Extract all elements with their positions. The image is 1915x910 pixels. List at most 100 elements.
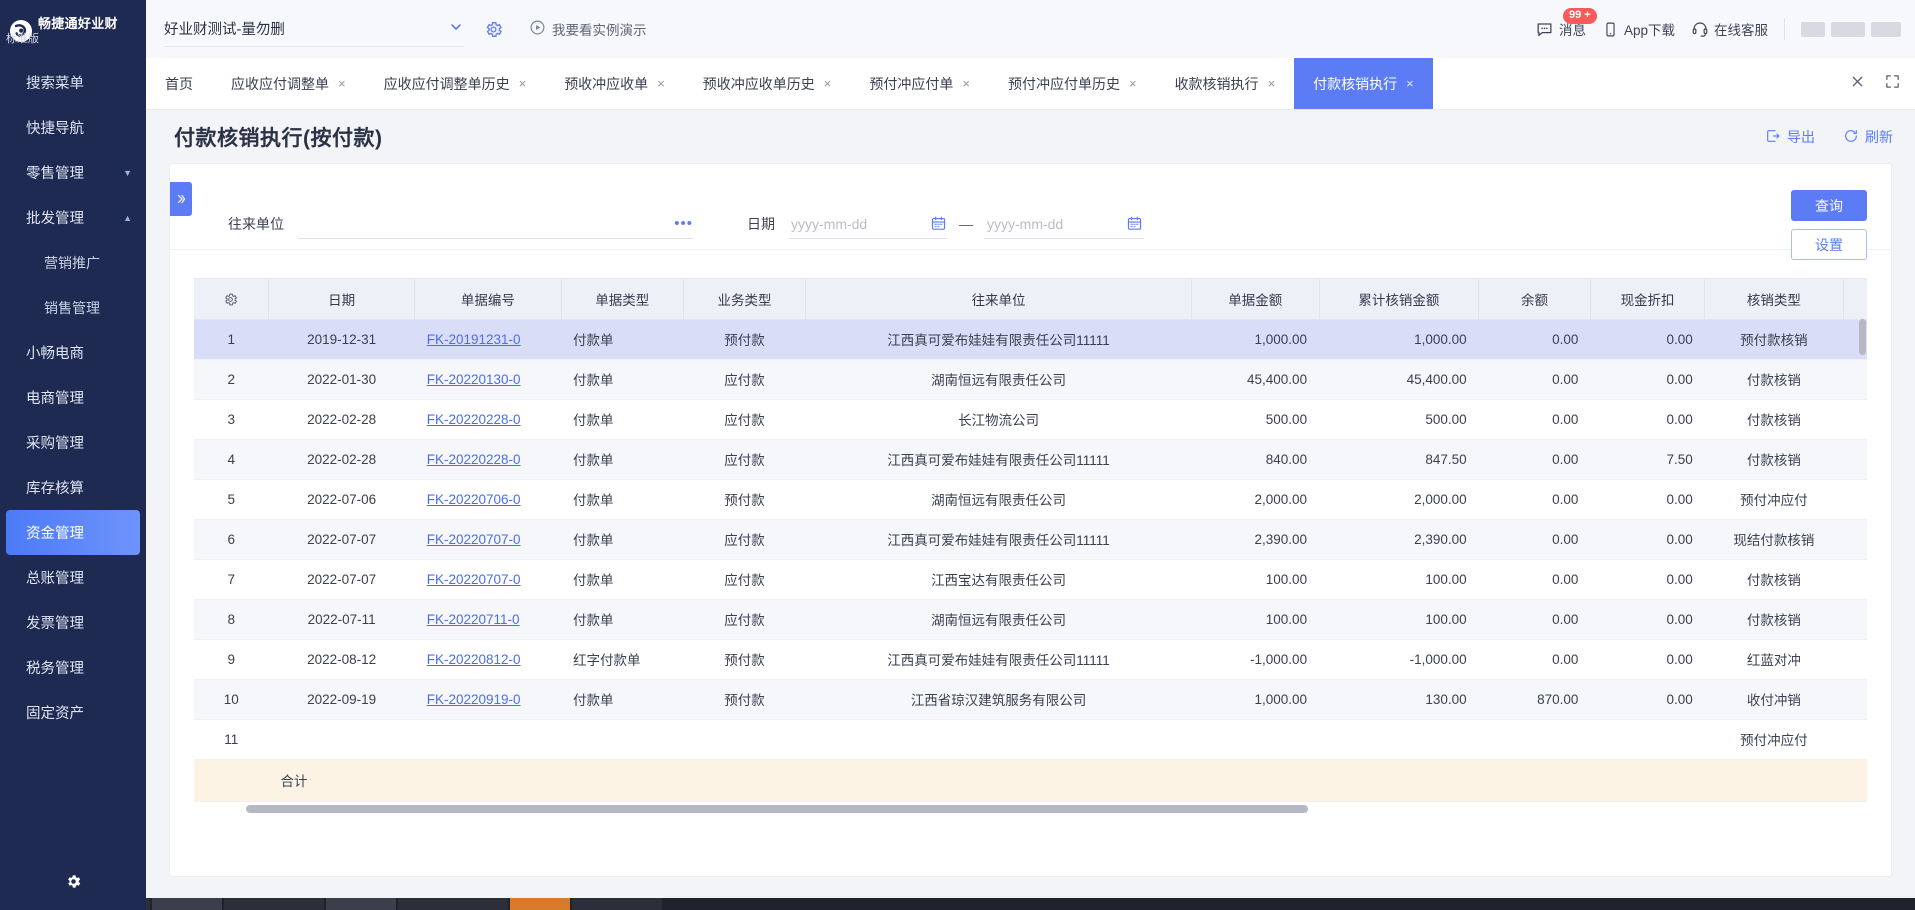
sidebar-item-14[interactable]: 固定资产 [0, 690, 146, 735]
table-row[interactable]: 7 2022-07-07 FK-20220707-0 付款单 应付款 江西宝达有限责任公司… [194, 559, 1867, 600]
app-download-button[interactable]: App下载 [1602, 19, 1675, 39]
tab-6[interactable]: 预付冲应付单历史 × [989, 58, 1156, 109]
column-header-balance[interactable]: 余额 [1478, 279, 1591, 320]
cell-idx: 5 [194, 479, 269, 520]
column-settings-button[interactable] [194, 279, 269, 320]
close-icon[interactable] [1849, 73, 1866, 94]
sidebar-item-8[interactable]: 采购管理 [0, 420, 146, 465]
date-from-field[interactable] [789, 209, 947, 239]
table-row[interactable]: 1 2019-12-31 FK-20191231-0 付款单 预付款 江西真可爱布娃娃有限… [194, 319, 1867, 360]
sidebar-settings-button[interactable] [0, 858, 146, 910]
table-row[interactable]: 8 2022-07-11 FK-20220711-0 付款单 应付款 湖南恒远有限责任公司… [194, 599, 1867, 640]
demo-link[interactable]: 我要看实例演示 [529, 19, 647, 39]
table-row[interactable]: 5 2022-07-06 FK-20220706-0 付款单 预付款 湖南恒远有限责任公司… [194, 479, 1867, 520]
unit-filter-field[interactable]: ••• [298, 209, 693, 239]
settings-button[interactable]: 设置 [1791, 229, 1867, 260]
tab-close-icon[interactable]: × [1267, 76, 1276, 91]
doc-no-link[interactable]: FK-20220711-0 [426, 611, 520, 627]
column-header-doc-type[interactable]: 单据类型 [561, 279, 684, 320]
brand[interactable]: 畅捷通好业财 标准版 [0, 0, 146, 58]
tab-close-icon[interactable]: × [518, 76, 527, 91]
table-row[interactable]: 11预付冲应付进货单2022-09- [194, 719, 1867, 760]
column-header-unit[interactable]: 往来单位 [805, 279, 1192, 320]
doc-no-link[interactable]: FK-20220228-0 [426, 451, 521, 467]
tab-close-icon[interactable]: × [1406, 76, 1414, 91]
sidebar-item-9[interactable]: 库存核算 [0, 465, 146, 510]
doc-no-link[interactable]: FK-20220812-0 [426, 651, 521, 667]
tab-close-icon[interactable]: × [338, 76, 346, 91]
table-row[interactable]: 2 2022-01-30 FK-20220130-0 付款单 应付款 湖南恒远有限责任公司… [194, 359, 1867, 400]
tab-close-icon[interactable]: × [1128, 76, 1137, 91]
messages-button[interactable]: 消息 99 + [1535, 8, 1597, 39]
doc-no-link[interactable]: FK-20220707-0 [426, 531, 521, 547]
date-to-field[interactable] [985, 209, 1143, 239]
tab-0[interactable]: 首页 [146, 58, 212, 109]
tab-8[interactable]: 付款核销执行 × [1294, 58, 1433, 109]
column-header-verify-type[interactable]: 核销类型 [1704, 279, 1844, 320]
table-row[interactable]: 6 2022-07-07 FK-20220707-0 付款单 应付款 江西真可爱布娃娃有限… [194, 519, 1867, 560]
sidebar-item-2[interactable]: 零售管理 ▼ [0, 150, 146, 195]
table-row[interactable]: 3 2022-02-28 FK-20220228-0 付款单 应付款 长江物流公司 500.… [194, 399, 1867, 440]
sidebar-item-1[interactable]: 快捷导航 [0, 105, 146, 150]
table-row[interactable]: 9 2022-08-12 FK-20220812-0 红字付款单 预付款 江西真可爱布娃娃… [194, 639, 1867, 680]
sidebar-item-5[interactable]: 销售管理 [0, 285, 146, 330]
column-header-doc-no[interactable]: 单据编号 [414, 279, 562, 320]
sidebar-item-10[interactable]: 资金管理 [6, 510, 140, 555]
online-service-button[interactable]: 在线客服 [1691, 19, 1768, 39]
scroll-thumb[interactable] [246, 804, 1308, 813]
sidebar-item-0[interactable]: 搜索菜单 [0, 60, 146, 105]
header-settings-button[interactable] [484, 20, 503, 39]
doc-no-link[interactable]: FK-20220919-0 [426, 691, 521, 707]
user-account-blurred[interactable] [1801, 21, 1901, 37]
table-horizontal-scrollbar[interactable] [194, 801, 1867, 816]
tab-5[interactable]: 预付冲应付单 × [850, 58, 989, 109]
org-selector[interactable]: 好业财测试-量勿删 [164, 11, 464, 47]
calendar-icon[interactable] [1126, 215, 1143, 232]
tab-close-icon[interactable]: × [657, 76, 665, 91]
doc-no-link[interactable]: FK-20220130-0 [426, 371, 521, 387]
cell-idx: 11 [194, 719, 269, 760]
sidebar-item-3[interactable]: 批发管理 ▲ [0, 195, 146, 240]
chevron-double-right-icon[interactable] [170, 182, 192, 216]
ellipsis-icon[interactable]: ••• [674, 215, 693, 232]
sidebar-item-label: 采购管理 [26, 436, 84, 452]
doc-no-link[interactable]: FK-20191231-0 [426, 331, 521, 347]
scroll-thumb[interactable] [1859, 319, 1866, 355]
tab-1[interactable]: 应收应付调整单 × [212, 58, 365, 109]
table-row[interactable]: 4 2022-02-28 FK-20220228-0 付款单 应付款 江西真可爱布娃娃有限… [194, 439, 1867, 480]
sidebar-item-13[interactable]: 税务管理 [0, 645, 146, 690]
query-button[interactable]: 查询 [1791, 190, 1867, 221]
sidebar-item-7[interactable]: 电商管理 [0, 375, 146, 420]
export-button[interactable]: 导出 [1765, 127, 1815, 147]
column-header-discount[interactable]: 现金折扣 [1590, 279, 1706, 320]
doc-no-link[interactable]: FK-20220706-0 [426, 491, 521, 507]
calendar-icon[interactable] [930, 215, 947, 232]
sidebar-item-11[interactable]: 总账管理 [0, 555, 146, 600]
column-header-amount[interactable]: 单据金额 [1191, 279, 1320, 320]
tab-7[interactable]: 收款核销执行 × [1156, 58, 1295, 109]
doc-no-link[interactable]: FK-20220707-0 [426, 571, 521, 587]
sidebar-item-4[interactable]: 营销推广 [0, 240, 146, 285]
tab-4[interactable]: 预收冲应收单历史 × [684, 58, 851, 109]
column-header-verify-doc-type[interactable]: 核销单据类型 [1843, 279, 1867, 320]
cell-dtype: 付款单 [561, 399, 684, 440]
unit-filter-input[interactable] [298, 209, 667, 238]
tab-close-icon[interactable]: × [823, 76, 832, 91]
tab-3[interactable]: 预收冲应收单 × [545, 58, 684, 109]
tab-close-icon[interactable]: × [962, 76, 970, 91]
table-vertical-scrollbar[interactable] [1857, 279, 1867, 802]
cell-dtype: 付款单 [561, 599, 684, 640]
doc-no-link[interactable]: FK-20220228-0 [426, 411, 521, 427]
sidebar-item-12[interactable]: 发票管理 [0, 600, 146, 645]
cell-btype: 应付款 [683, 399, 806, 440]
sidebar-item-6[interactable]: 小畅电商 [0, 330, 146, 375]
fullscreen-icon[interactable] [1884, 73, 1901, 94]
table-row[interactable]: 10 2022-09-19 FK-20220919-0 付款单 预付款 江西省琼汉建筑服务… [194, 679, 1867, 720]
date-to-input[interactable] [985, 209, 1120, 238]
column-header-date[interactable]: 日期 [268, 279, 416, 320]
column-header-biz-type[interactable]: 业务类型 [683, 279, 807, 320]
date-from-input[interactable] [789, 209, 924, 238]
column-header-verified[interactable]: 累计核销金额 [1319, 279, 1480, 320]
tab-2[interactable]: 应收应付调整单历史 × [365, 58, 546, 109]
refresh-button[interactable]: 刷新 [1843, 127, 1893, 147]
